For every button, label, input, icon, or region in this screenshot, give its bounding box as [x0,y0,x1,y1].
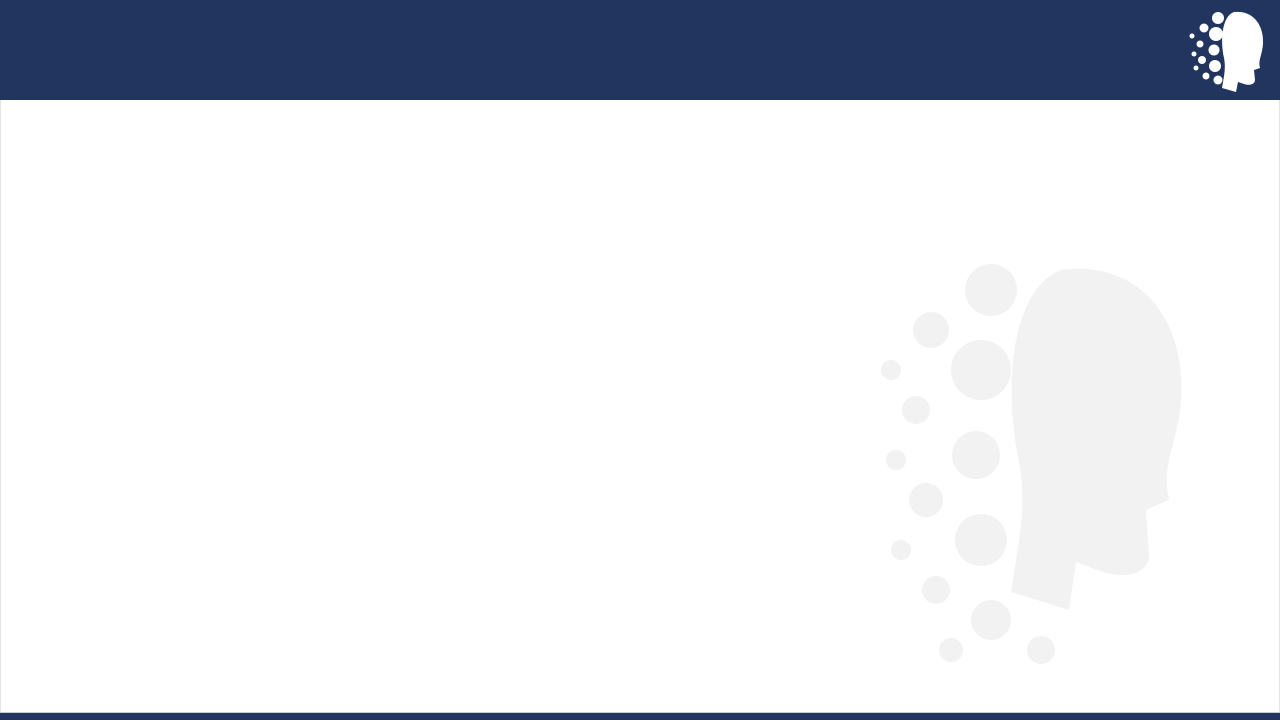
wise-guy-logo [1026,6,1266,94]
watermark-head-icon [881,264,1182,664]
header [0,0,1280,100]
footer-bar [0,713,1280,720]
footer-hairline [0,712,1280,713]
chart-area [0,100,1280,712]
logo-head-icon [1189,11,1264,92]
